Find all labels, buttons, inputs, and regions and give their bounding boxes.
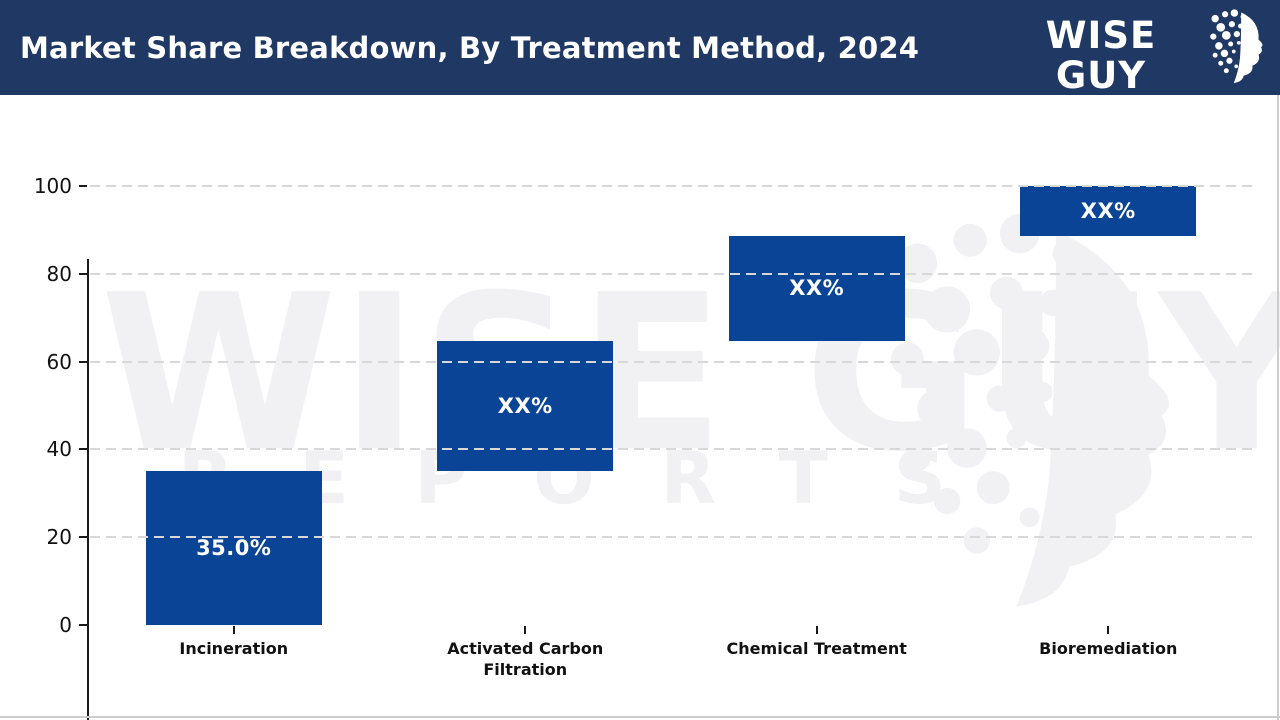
y-tick-label: 40	[46, 437, 72, 462]
logo-head-icon	[1204, 8, 1266, 94]
page-title: Market Share Breakdown, By Treatment Met…	[20, 30, 920, 65]
y-tick-mark	[79, 185, 87, 187]
bar: XX%	[1020, 186, 1197, 237]
gridline	[90, 536, 1254, 539]
x-tick-mark	[524, 626, 527, 634]
logo-wiseguy-label: WISE GUY	[1045, 14, 1157, 97]
x-tick-mark	[815, 626, 818, 634]
y-tick-mark	[79, 536, 87, 539]
x-tick-mark	[232, 626, 235, 634]
x-category-label: Chemical Treatment	[726, 639, 907, 658]
y-tick-mark	[79, 272, 87, 275]
watermark-head-icon	[858, 210, 1188, 644]
y-axis-spine	[87, 259, 89, 720]
x-tick-mark	[1107, 626, 1110, 634]
gridline	[90, 448, 1254, 451]
gridline	[90, 185, 1254, 187]
image-right-border	[1277, 95, 1279, 720]
y-tick-label: 100	[33, 174, 72, 198]
y-tick-label: 0	[59, 613, 72, 637]
image-bottom-border	[0, 716, 1280, 718]
chart-plot-area: 0 20 40 60 80 100 35.0% Incineration XX% Activate…	[0, 95, 1280, 720]
bar-value-label: XX%	[789, 276, 845, 301]
logo-reports-label: REPORTS	[1035, 98, 1173, 113]
bar-value-label: XX%	[497, 394, 553, 419]
gridline	[90, 272, 1254, 275]
logo-text: WISE GUY REPORTS	[1006, 14, 1196, 114]
header-bar: Market Share Breakdown, By Treatment Met…	[0, 0, 1280, 113]
bar: 35.0%	[145, 471, 322, 625]
y-tick-label: 80	[46, 261, 72, 286]
bar: XX%	[728, 236, 905, 341]
x-category-label: Activated Carbon Filtration	[447, 639, 604, 679]
x-category-label: Incineration	[179, 639, 289, 658]
wise-guy-logo: WISE GUY REPORTS	[1006, 6, 1266, 113]
bar-value-label: XX%	[1080, 199, 1136, 224]
y-tick-mark	[79, 360, 87, 363]
x-category-label: Bioremediation	[1039, 639, 1178, 658]
bar-value-label: 35.0%	[196, 536, 272, 561]
y-tick-label: 20	[46, 525, 72, 550]
y-tick-mark	[79, 624, 87, 626]
y-tick-label: 60	[46, 349, 72, 374]
gridline	[90, 360, 1254, 363]
y-tick-mark	[79, 448, 87, 451]
